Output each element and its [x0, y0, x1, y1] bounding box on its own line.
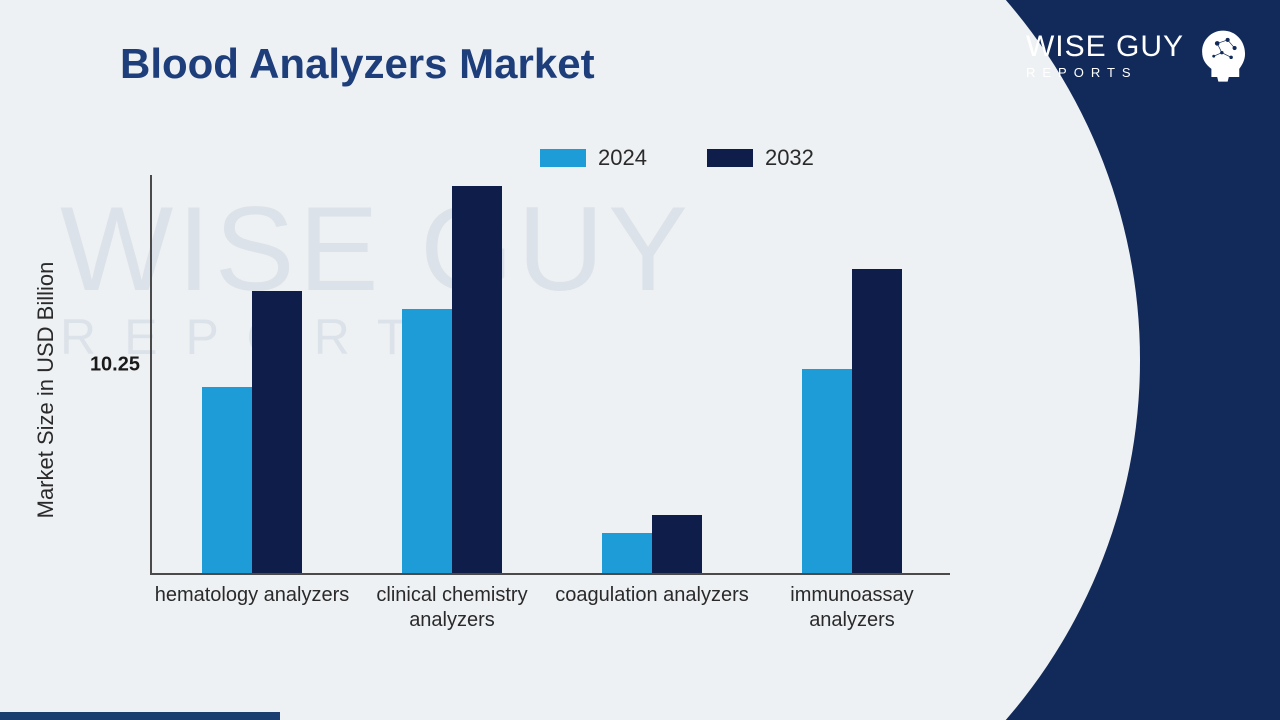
bottom-accent-bar	[0, 712, 280, 720]
legend-swatch-2032	[707, 149, 753, 167]
legend-swatch-2024	[540, 149, 586, 167]
bar-group	[552, 515, 752, 573]
bar-group	[352, 186, 552, 573]
bar-group	[752, 269, 952, 573]
plot: 10.25 hematology analyzersclinical chemi…	[150, 175, 950, 575]
bar-s2032	[652, 515, 702, 573]
bar-s2032	[852, 269, 902, 573]
bar-s2024	[802, 369, 852, 573]
legend-label-2032: 2032	[765, 145, 814, 171]
bar-s2032	[252, 291, 302, 573]
bar-s2024	[402, 309, 452, 573]
bar-s2024	[202, 387, 252, 573]
chart-title: Blood Analyzers Market	[120, 40, 595, 88]
brand-main: WISE GUY	[1026, 32, 1184, 62]
legend-label-2024: 2024	[598, 145, 647, 171]
category-label: coagulation analyzers	[552, 583, 752, 608]
brand-head-icon	[1194, 26, 1252, 84]
brand-logo: WISE GUY REPORTS	[1026, 26, 1252, 84]
legend-item-2024: 2024	[540, 145, 647, 171]
legend: 2024 2032	[540, 145, 814, 171]
bar-group	[152, 291, 352, 573]
bar-s2032	[452, 186, 502, 573]
category-label: immunoassay analyzers	[752, 583, 952, 633]
chart-area: Market Size in USD Billion 10.25 hematol…	[110, 175, 950, 605]
bar-s2024	[602, 533, 652, 573]
brand-sub: REPORTS	[1026, 66, 1184, 79]
category-label: hematology analyzers	[152, 583, 352, 608]
legend-item-2032: 2032	[707, 145, 814, 171]
y-tick-label: 10.25	[90, 353, 140, 376]
y-axis-label: Market Size in USD Billion	[33, 262, 59, 519]
category-label: clinical chemistry analyzers	[352, 583, 552, 633]
